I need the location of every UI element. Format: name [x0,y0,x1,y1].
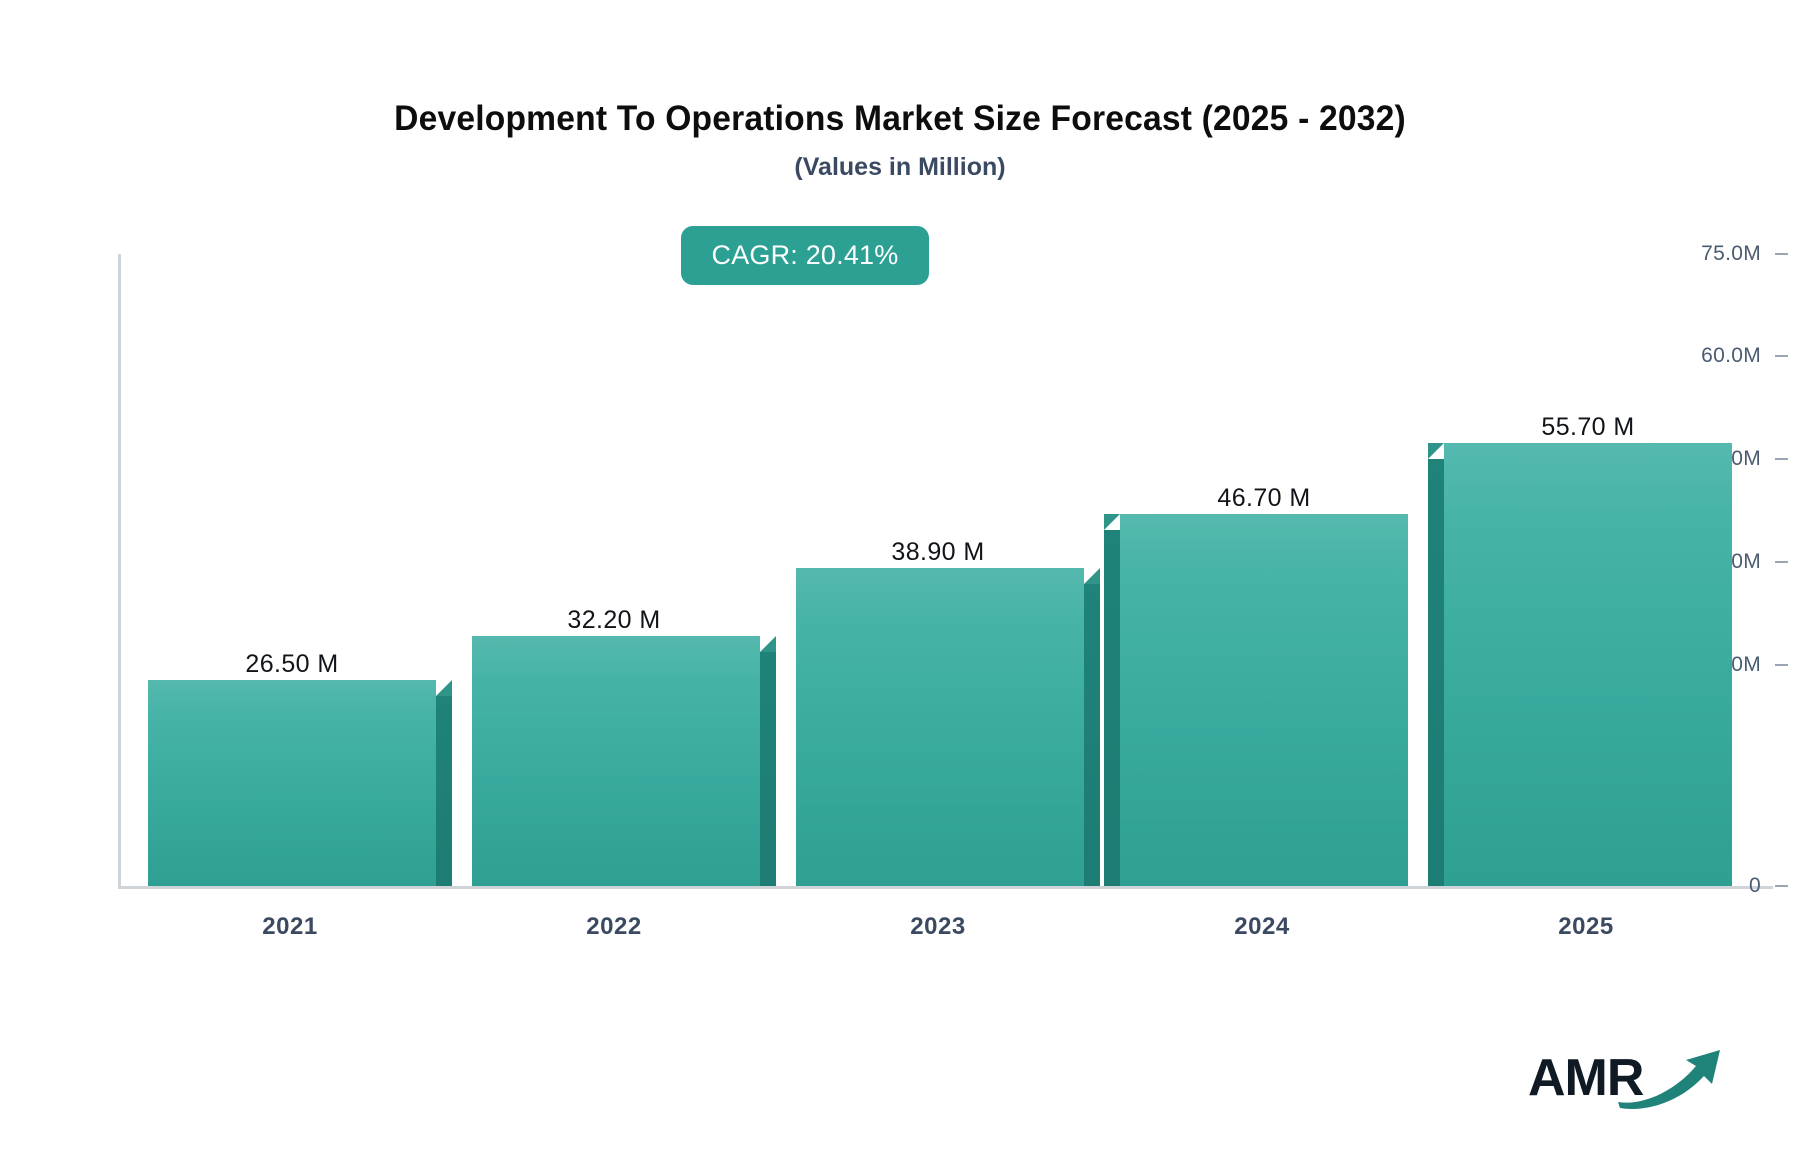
bar-side [760,652,776,886]
bar-face [1444,443,1732,886]
y-tick-dash-icon [1775,458,1788,460]
bar-top [1428,443,1444,459]
bar-side [1084,584,1100,886]
bar-side [1104,530,1120,886]
cagr-badge-label: CAGR: 20.41% [711,240,899,270]
bar-face [796,568,1084,886]
y-axis-line [118,254,121,888]
x-tick-2025: 2025 [1558,913,1614,940]
bar-top [436,680,452,696]
x-tick-2022: 2022 [586,913,642,940]
bar-2023 [796,568,1100,886]
y-tick-60: 60.0M [1668,344,1800,367]
bar-top [760,636,776,652]
x-axis-line [118,886,1773,889]
bar-face [148,680,436,886]
x-tick-2024: 2024 [1234,913,1290,940]
bar-value-2024: 46.70 M [1217,484,1311,512]
bar-top [1084,568,1100,584]
bar-value-2025: 55.70 M [1541,413,1635,441]
y-tick-dash-icon [1775,561,1788,563]
bar-top [1104,514,1120,530]
y-tick-label: 0 [1749,874,1761,897]
growth-arrow-icon [1618,1050,1720,1109]
plot-area: 75.0M 60.0M 45.0M 30.0M 15.0M 0 [118,242,1800,940]
bar-2024 [1104,514,1408,886]
y-tick-75: 75.0M [1668,242,1800,265]
y-tick-0: 0 [1668,874,1800,897]
bar-2022 [472,636,776,886]
bar-value-2021: 26.50 M [245,650,339,678]
cagr-badge: CAGR: 20.41% [681,226,929,285]
y-tick-label: 60.0M [1701,344,1761,367]
bar-value-2022: 32.20 M [567,606,661,634]
y-tick-dash-icon [1775,253,1788,255]
y-tick-dash-icon [1775,885,1788,887]
y-tick-label: 75.0M [1701,242,1761,265]
y-tick-dash-icon [1775,355,1788,357]
x-tick-2021: 2021 [262,913,318,940]
bar-face [1120,514,1408,886]
bar-2021 [148,680,452,886]
bar-value-2023: 38.90 M [891,538,985,566]
bar-face [472,636,760,886]
amr-logo: AMR [1528,1040,1728,1120]
y-tick-dash-icon [1775,664,1788,666]
bar-side [1428,459,1444,886]
amr-logo-text: AMR [1528,1049,1644,1107]
bar-2025 [1428,443,1732,886]
bar-side [436,696,452,886]
x-tick-2023: 2023 [910,913,966,940]
